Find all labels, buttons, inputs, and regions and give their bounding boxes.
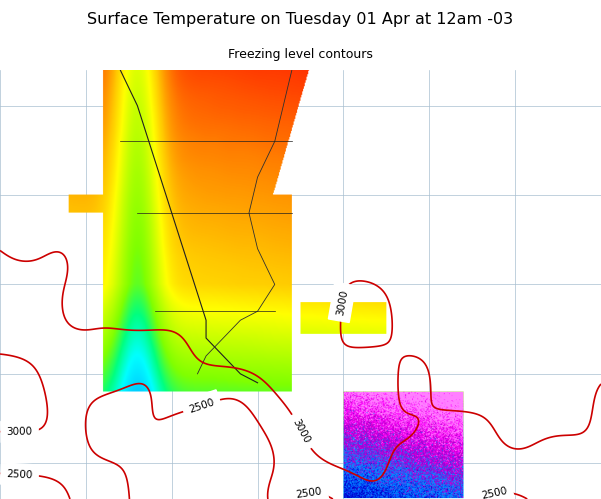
Text: 3000: 3000	[335, 288, 349, 316]
Text: 3000: 3000	[291, 418, 312, 446]
Text: Surface Temperature on Tuesday 01 Apr at 12am -03: Surface Temperature on Tuesday 01 Apr at…	[87, 12, 514, 27]
Text: 2500: 2500	[6, 469, 33, 480]
Text: 2500: 2500	[480, 486, 508, 499]
Text: 2500: 2500	[295, 486, 323, 499]
Text: Freezing level contours: Freezing level contours	[228, 48, 373, 61]
Text: 3000: 3000	[7, 427, 32, 437]
Text: 2500: 2500	[188, 397, 216, 415]
